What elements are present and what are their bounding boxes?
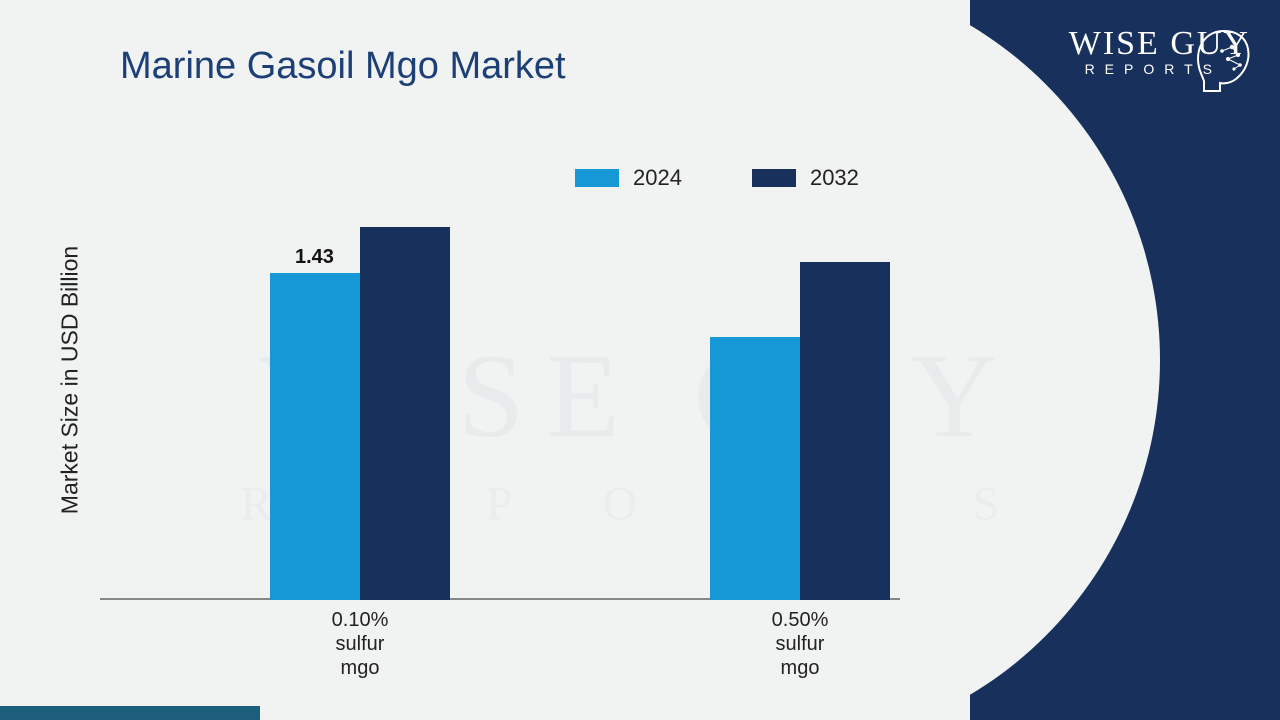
bar-group-0: 1.43 0.10% sulfur mgo: [270, 227, 450, 600]
x-category-0-line-2: mgo: [341, 657, 380, 679]
chart-canvas: WISE GUY R E P O R T S Marine Gasoil Mgo…: [0, 0, 1280, 720]
x-category-0-line-0: 0.10%: [332, 609, 389, 631]
chart-title: Marine Gasoil Mgo Market: [120, 45, 566, 88]
x-category-0-line-1: sulfur: [336, 633, 385, 655]
x-category-1-line-1: sulfur: [776, 633, 825, 655]
x-category-1: 0.50% sulfur mgo: [710, 600, 890, 680]
bottom-accent-strip: [0, 706, 260, 720]
x-category-1-line-0: 0.50%: [772, 609, 829, 631]
bar-0-series-1: [360, 227, 450, 600]
legend-item-2032: 2032: [752, 165, 859, 191]
bar-group-1: 0.50% sulfur mgo: [710, 262, 890, 600]
chart-plot-area: 1.43 0.10% sulfur mgo 0.50% sulfur mgo: [100, 200, 900, 600]
brand-logo: WISE GUY REPORTS: [1069, 25, 1250, 77]
legend-label-2032: 2032: [810, 165, 859, 191]
bar-0-series-0: [270, 273, 360, 600]
y-axis-label: Market Size in USD Billion: [57, 246, 84, 514]
legend-swatch-2032: [752, 169, 796, 187]
x-category-1-line-2: mgo: [781, 657, 820, 679]
x-category-0: 0.10% sulfur mgo: [270, 600, 450, 680]
legend-label-2024: 2024: [633, 165, 682, 191]
logo-head-icon: [1194, 29, 1254, 93]
legend-swatch-2024: [575, 169, 619, 187]
legend-item-2024: 2024: [575, 165, 682, 191]
bar-1-series-1: [800, 262, 890, 600]
bar-1-series-0: [710, 337, 800, 600]
bar-value-label: 1.43: [295, 246, 334, 269]
legend: 2024 2032: [575, 165, 859, 191]
